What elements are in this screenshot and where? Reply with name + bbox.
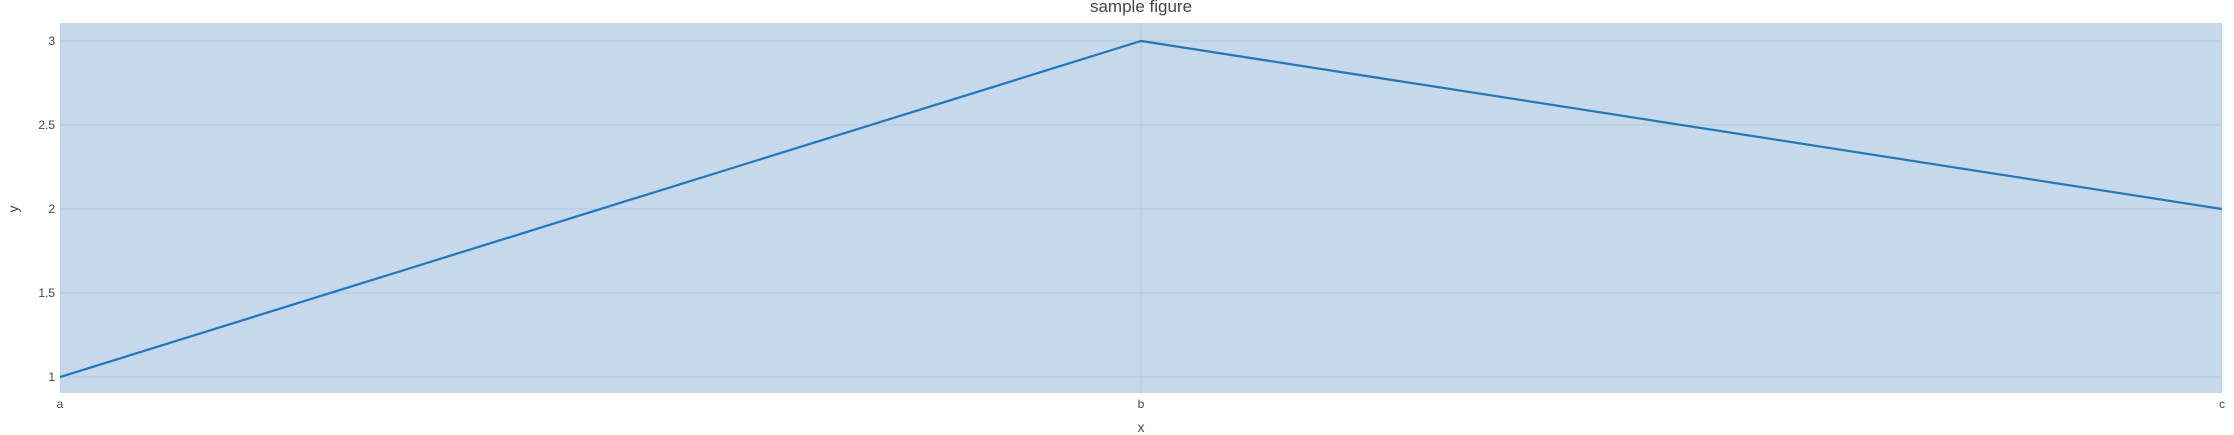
line-plot-canvas: [60, 23, 2222, 393]
y-tick-label: 2: [48, 202, 55, 216]
chart-title: sample figure: [1089, 0, 1193, 16]
x-axis-title: x: [1137, 419, 1145, 435]
y-tick-label: 1: [48, 370, 55, 385]
data-line-series: [60, 39, 2222, 379]
x-tick-label: a: [56, 397, 64, 411]
y-tick-label: 2.5: [38, 117, 55, 132]
x-tick-label: c: [2219, 397, 2225, 411]
x-tick-label: b: [1137, 397, 1145, 411]
y-tick-label: 1.5: [38, 286, 55, 301]
plot-area: [60, 23, 2222, 393]
y-tick-label: 3: [48, 33, 55, 48]
